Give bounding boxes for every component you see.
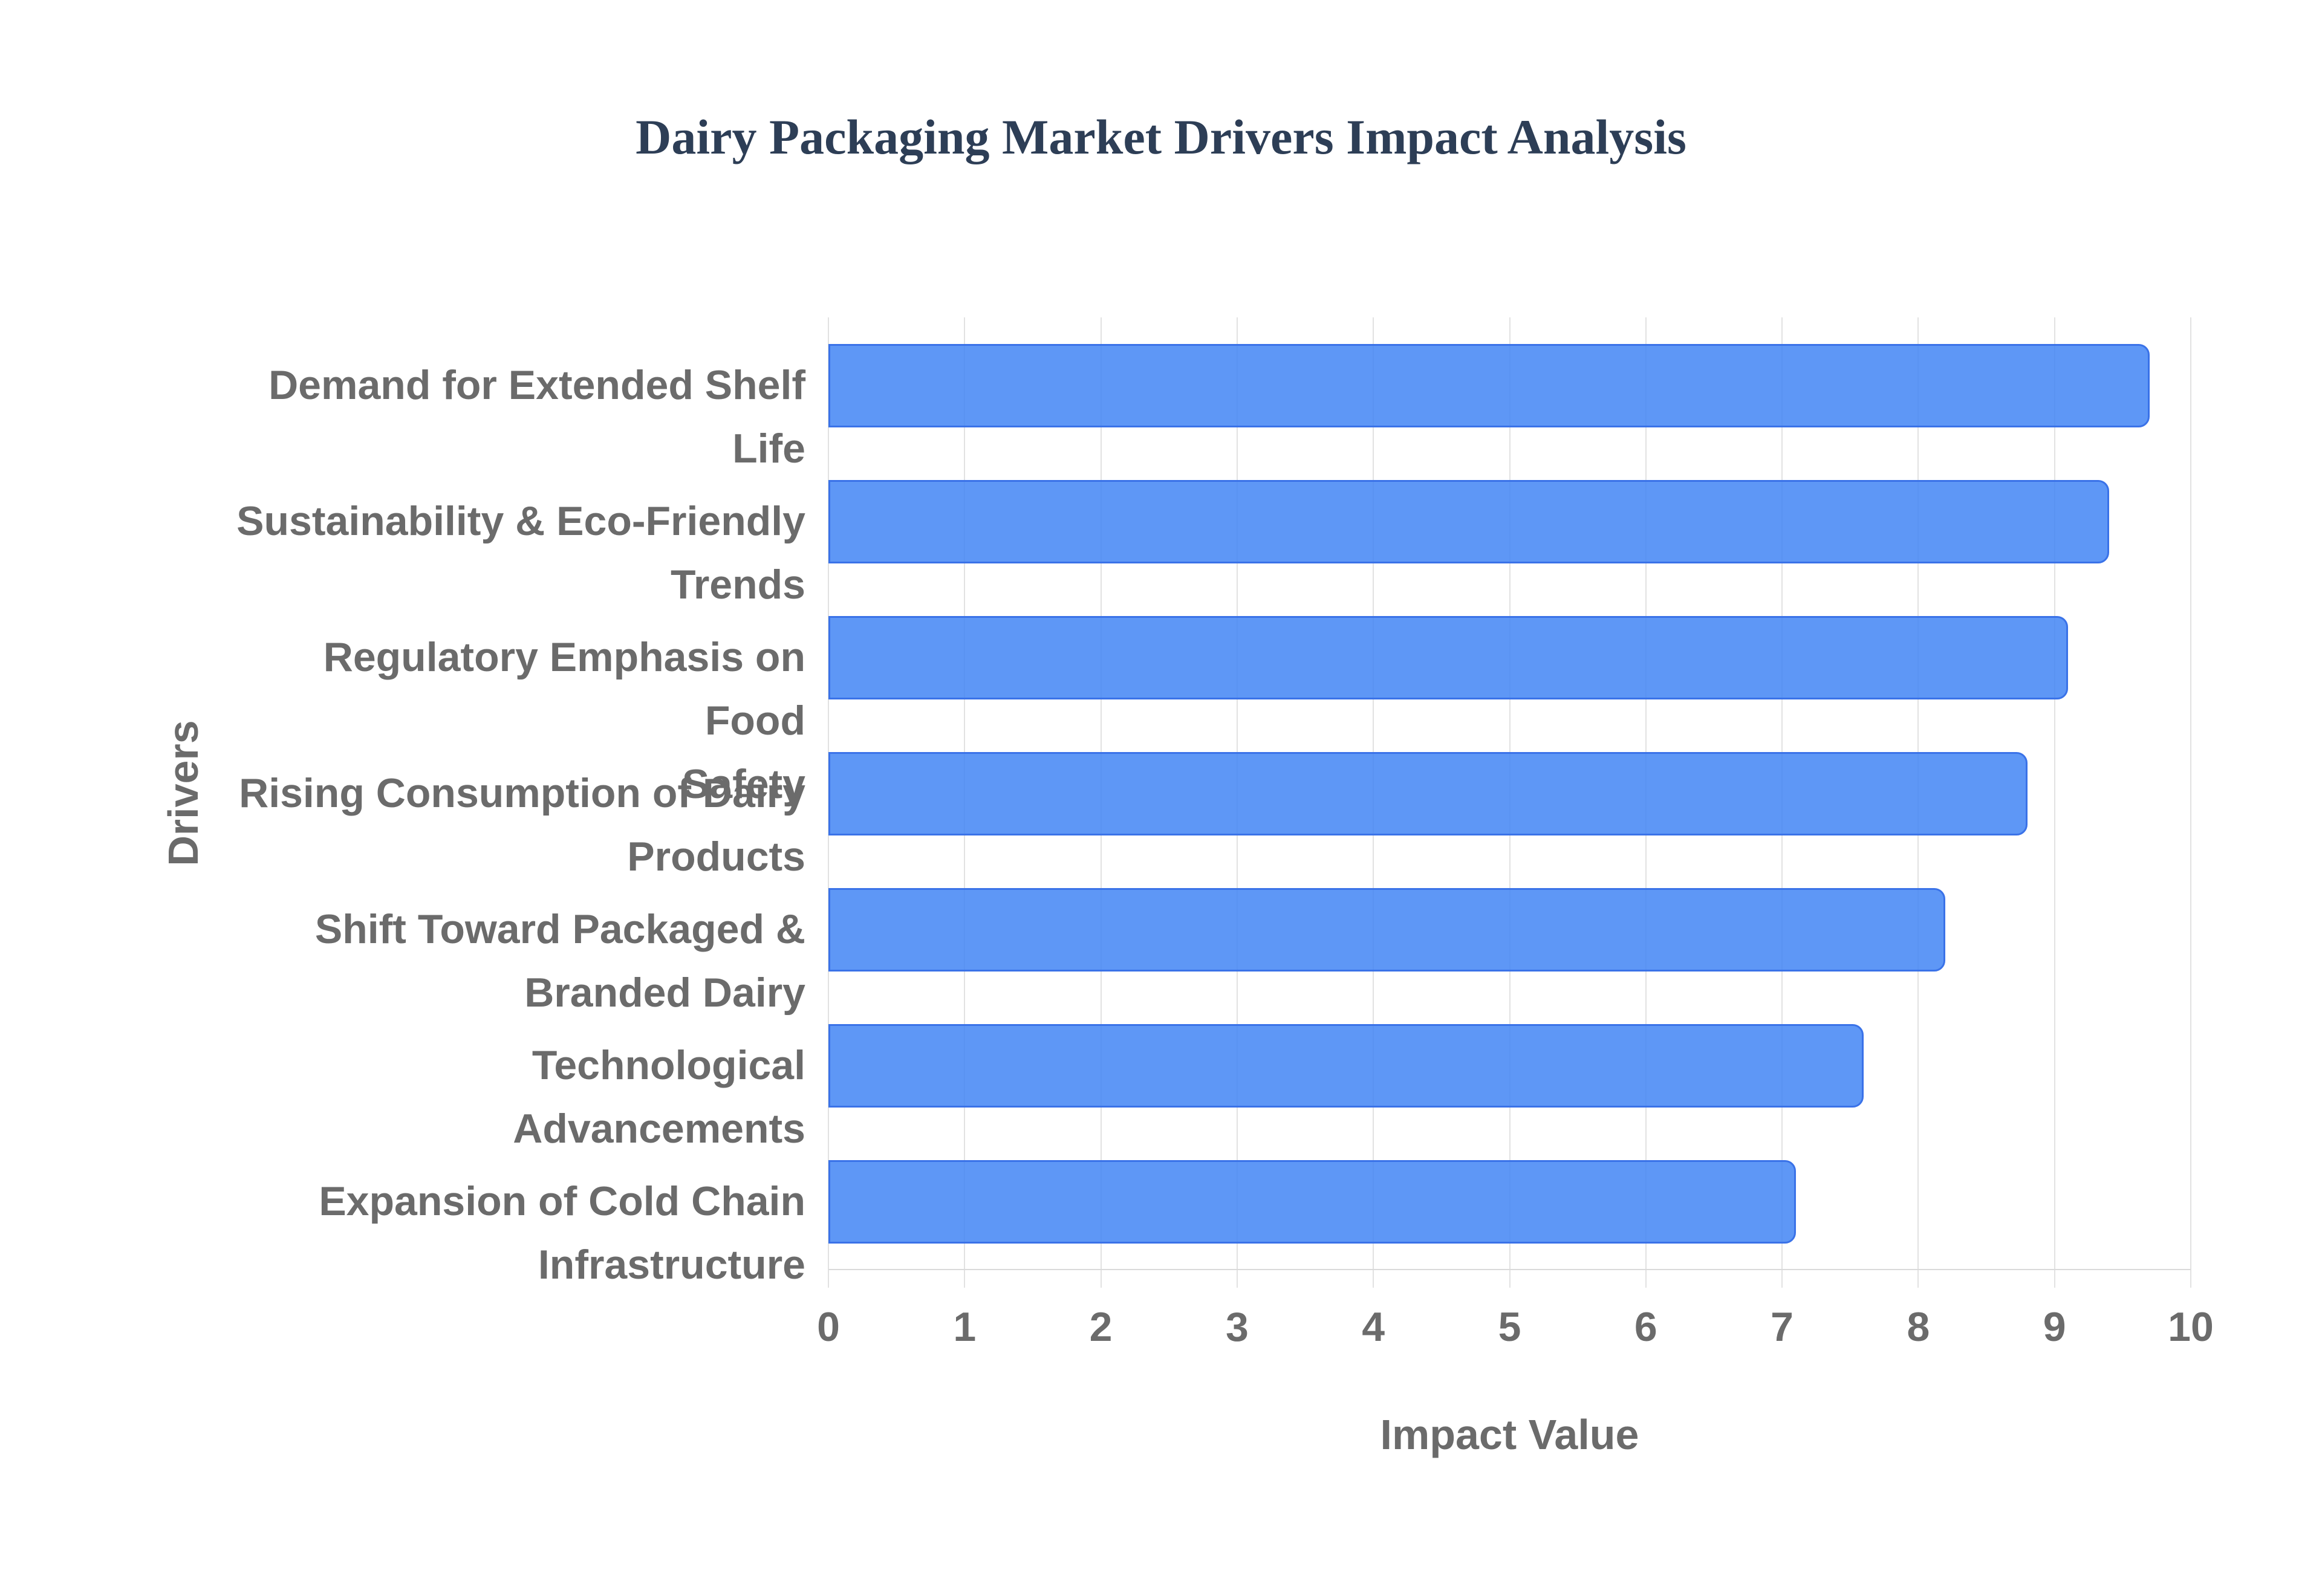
category-label: Technological Advancements [513, 1042, 805, 1152]
category-label: Regulatory Emphasis on Food Safety [323, 634, 805, 807]
category-label: Demand for Extended Shelf Life [268, 362, 805, 472]
label-row: Sustainability & Eco-Friendly Trends [230, 453, 805, 608]
label-row: Regulatory Emphasis on Food Safety [230, 589, 805, 807]
bar-6[interactable] [828, 1023, 1864, 1108]
bar-rows [828, 317, 2191, 1270]
bar-7[interactable] [828, 1160, 1796, 1244]
x-tick-label: 5 [1498, 1304, 1521, 1350]
category-label: Sustainability & Eco-Friendly Trends [236, 498, 805, 608]
label-row: Expansion of Cold Chain Infrastructure [230, 1134, 805, 1288]
x-axis-title: Impact Value [1380, 1411, 1639, 1458]
bar-row [828, 453, 2191, 589]
gridline [2054, 317, 2055, 1288]
gridline [2190, 317, 2191, 1288]
label-row: Technological Advancements [230, 997, 805, 1152]
category-label: Shift Toward Packaged & Branded Dairy [314, 906, 805, 1016]
x-tick-label: 7 [1771, 1304, 1794, 1350]
x-tick-label: 0 [817, 1304, 840, 1350]
plot-area [828, 317, 2191, 1288]
bar-4[interactable] [828, 751, 2028, 835]
category-labels: Demand for Extended Shelf Life Sustainabi… [230, 317, 805, 1288]
x-tick-label: 6 [1634, 1304, 1657, 1350]
label-row: Demand for Extended Shelf Life [230, 317, 805, 472]
bar-1[interactable] [828, 343, 2150, 427]
x-tick-label: 2 [1089, 1304, 1113, 1350]
x-axis-tick-labels: 0 1 2 3 4 5 6 7 8 9 10 [817, 1304, 2214, 1350]
label-row: Rising Consumption of Dairy Products [230, 725, 805, 880]
y-axis-title: Drivers [160, 720, 207, 866]
x-tick-label: 3 [1225, 1304, 1249, 1350]
x-tick-label: 4 [1362, 1304, 1385, 1350]
x-axis-line [828, 1269, 2191, 1270]
bar-5[interactable] [828, 887, 1946, 972]
x-tick-label: 1 [953, 1304, 977, 1350]
category-label: Rising Consumption of Dairy Products [239, 770, 805, 880]
bar-row [828, 861, 2191, 997]
bar-row [828, 317, 2191, 453]
bar-row [828, 997, 2191, 1134]
x-tick-label: 10 [2168, 1304, 2214, 1350]
x-tick-label: 9 [2043, 1304, 2066, 1350]
bar-3[interactable] [828, 615, 2069, 699]
bar-row [828, 1134, 2191, 1270]
bar-row [828, 589, 2191, 725]
bar-2[interactable] [828, 479, 2109, 563]
bar-row [828, 725, 2191, 861]
label-row: Shift Toward Packaged & Branded Dairy [230, 861, 805, 1016]
chart-title: Dairy Packaging Market Drivers Impact An… [636, 109, 1686, 164]
category-label: Expansion of Cold Chain Infrastructure [319, 1178, 805, 1288]
x-tick-label: 8 [1907, 1304, 1930, 1350]
